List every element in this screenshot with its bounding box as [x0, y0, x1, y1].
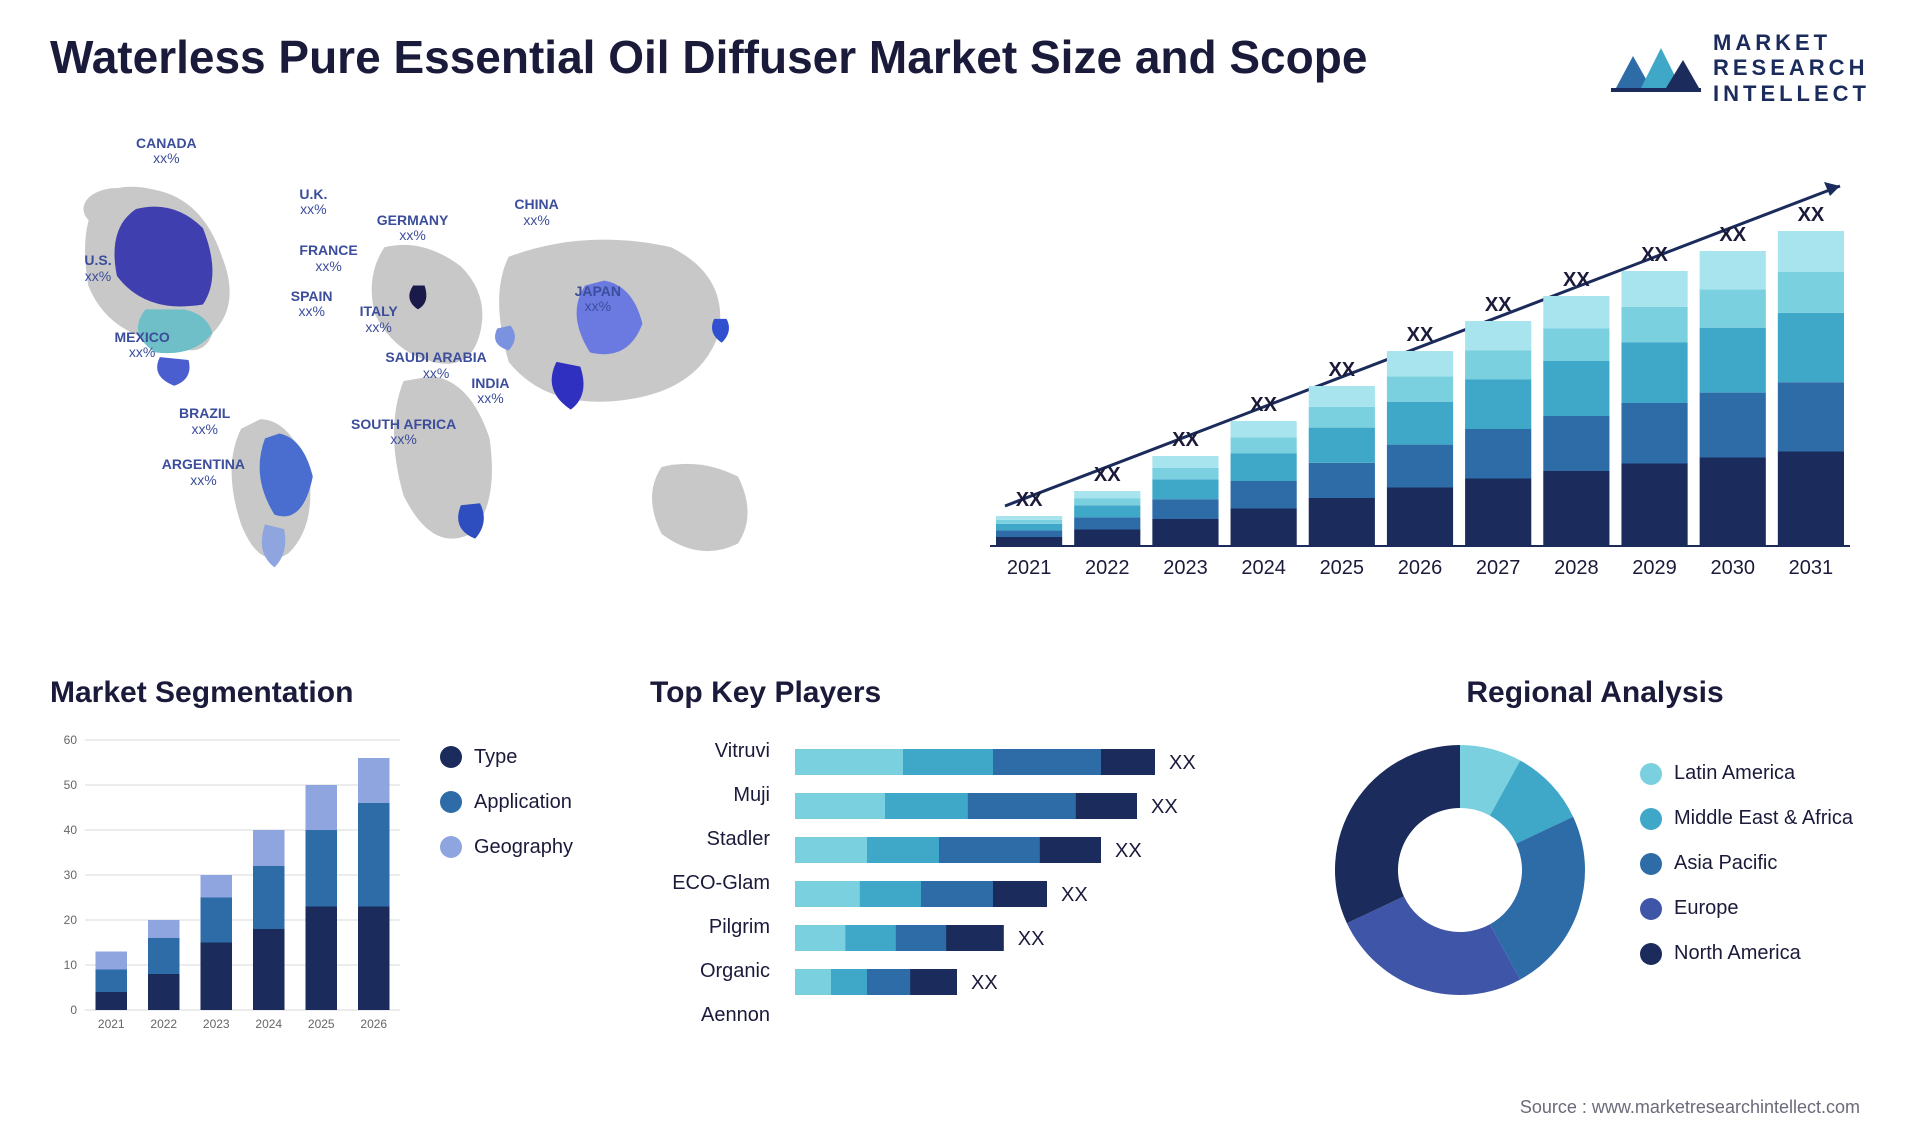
regional-donut — [1320, 730, 1600, 1010]
regional-legend-item: Europe — [1640, 897, 1870, 920]
page-title: Waterless Pure Essential Oil Diffuser Ma… — [50, 30, 1367, 84]
forecast-chart-panel: XX 2021 XX 2022 XX 2023 XX 2024 XX 2025 XX 2026 XX 20… — [970, 126, 1870, 636]
regional-legend: Latin America Middle East & Africa Asia Pa… — [1640, 752, 1870, 987]
player-name: Pilgrim — [650, 906, 770, 950]
svg-text:2025: 2025 — [308, 1017, 335, 1031]
source-text: Source : www.marketresearchintellect.com — [1520, 1097, 1860, 1118]
svg-text:2026: 2026 — [360, 1017, 387, 1031]
map-label-argentina: ARGENTINAxx% — [162, 457, 245, 488]
svg-text:XX: XX — [1641, 244, 1668, 266]
regional-legend-item: Asia Pacific — [1640, 852, 1870, 875]
svg-text:2026: 2026 — [1398, 557, 1443, 579]
world-map-panel: CANADAxx% U.S.xx% MEXICOxx% BRAZILxx% ARGENT… — [50, 126, 910, 636]
svg-text:XX: XX — [1094, 464, 1121, 486]
map-label-japan: JAPANxx% — [575, 284, 621, 315]
svg-text:XX: XX — [1172, 429, 1199, 451]
seg-legend-item: Geography — [440, 836, 600, 859]
map-label-spain: SPAINxx% — [291, 289, 333, 320]
regional-title: Regional Analysis — [1320, 676, 1870, 710]
map-label-china: CHINAxx% — [514, 197, 558, 228]
svg-text:2027: 2027 — [1476, 557, 1521, 579]
svg-text:XX: XX — [1563, 269, 1590, 291]
segmentation-legend: Type Application Geography — [440, 676, 600, 1076]
logo-icon — [1611, 38, 1701, 98]
svg-text:2022: 2022 — [1085, 557, 1130, 579]
svg-text:2029: 2029 — [1632, 557, 1677, 579]
header: Waterless Pure Essential Oil Diffuser Ma… — [50, 30, 1870, 106]
regional-legend-item: North America — [1640, 942, 1870, 965]
svg-text:2021: 2021 — [98, 1017, 125, 1031]
svg-text:XX: XX — [1115, 840, 1142, 862]
player-name: ECO-Glam — [650, 862, 770, 906]
svg-text:XX: XX — [1798, 204, 1825, 226]
svg-text:30: 30 — [64, 868, 78, 882]
forecast-chart: XX 2021 XX 2022 XX 2023 XX 2024 XX 2025 XX 2026 XX 20… — [970, 126, 1870, 636]
svg-text:2028: 2028 — [1554, 557, 1599, 579]
map-label-india: INDIAxx% — [471, 376, 509, 407]
svg-text:XX: XX — [1328, 359, 1355, 381]
svg-text:20: 20 — [64, 913, 78, 927]
seg-legend-item: Application — [440, 791, 600, 814]
svg-text:2031: 2031 — [1789, 557, 1834, 579]
svg-text:10: 10 — [64, 958, 78, 972]
map-label-germany: GERMANYxx% — [377, 213, 449, 244]
segmentation-chart: 0 10 20 30 40 50 60 2021 2022 2023 2024 2025 2026 — [50, 730, 410, 1040]
svg-text:XX: XX — [1719, 224, 1746, 246]
svg-text:0: 0 — [70, 1003, 77, 1017]
svg-text:XX: XX — [1407, 324, 1434, 346]
svg-text:2022: 2022 — [150, 1017, 177, 1031]
svg-text:2024: 2024 — [1241, 557, 1286, 579]
svg-text:40: 40 — [64, 823, 78, 837]
svg-text:XX: XX — [1018, 928, 1045, 950]
segmentation-panel: Market Segmentation 0 10 20 30 40 50 60 2021 202… — [50, 676, 600, 1076]
players-chart: XX XX XX XX XX XX — [790, 730, 1250, 1040]
svg-text:XX: XX — [1169, 752, 1196, 774]
player-name: Organic — [650, 950, 770, 994]
map-label-france: FRANCExx% — [299, 243, 357, 274]
player-name: Muji — [650, 774, 770, 818]
map-label-brazil: BRAZILxx% — [179, 406, 230, 437]
regional-legend-item: Middle East & Africa — [1640, 807, 1870, 830]
logo-text: MARKET RESEARCH INTELLECT — [1713, 30, 1870, 106]
map-label-south-africa: SOUTH AFRICAxx% — [351, 417, 456, 448]
regional-legend-item: Latin America — [1640, 762, 1870, 785]
player-name: Stadler — [650, 818, 770, 862]
svg-text:2025: 2025 — [1320, 557, 1365, 579]
players-names: VitruviMujiStadlerECO-GlamPilgrimOrganic… — [650, 730, 770, 1045]
segmentation-title: Market Segmentation — [50, 676, 410, 710]
svg-text:50: 50 — [64, 778, 78, 792]
svg-text:XX: XX — [1061, 884, 1088, 906]
svg-text:XX: XX — [1016, 489, 1043, 511]
map-label-u-k-: U.K.xx% — [299, 187, 327, 218]
players-panel: Top Key Players VitruviMujiStadlerECO-Gl… — [650, 676, 1270, 1076]
map-label-canada: CANADAxx% — [136, 136, 197, 167]
regional-panel: Regional Analysis Latin America Middle Ea… — [1320, 676, 1870, 1076]
svg-text:2023: 2023 — [1163, 557, 1208, 579]
svg-text:2023: 2023 — [203, 1017, 230, 1031]
svg-text:2030: 2030 — [1710, 557, 1755, 579]
brand-logo: MARKET RESEARCH INTELLECT — [1611, 30, 1870, 106]
players-title: Top Key Players — [650, 676, 1270, 710]
player-name: Aennon — [650, 994, 770, 1038]
map-label-mexico: MEXICOxx% — [115, 330, 170, 361]
map-label-italy: ITALYxx% — [360, 304, 398, 335]
svg-text:XX: XX — [1151, 796, 1178, 818]
svg-text:XX: XX — [1250, 394, 1277, 416]
player-name: Vitruvi — [650, 730, 770, 774]
svg-text:60: 60 — [64, 733, 78, 747]
svg-text:2024: 2024 — [255, 1017, 282, 1031]
seg-legend-item: Type — [440, 746, 600, 769]
map-label-u-s-: U.S.xx% — [84, 253, 111, 284]
svg-text:XX: XX — [971, 972, 998, 994]
svg-text:XX: XX — [1485, 294, 1512, 316]
svg-text:2021: 2021 — [1007, 557, 1052, 579]
